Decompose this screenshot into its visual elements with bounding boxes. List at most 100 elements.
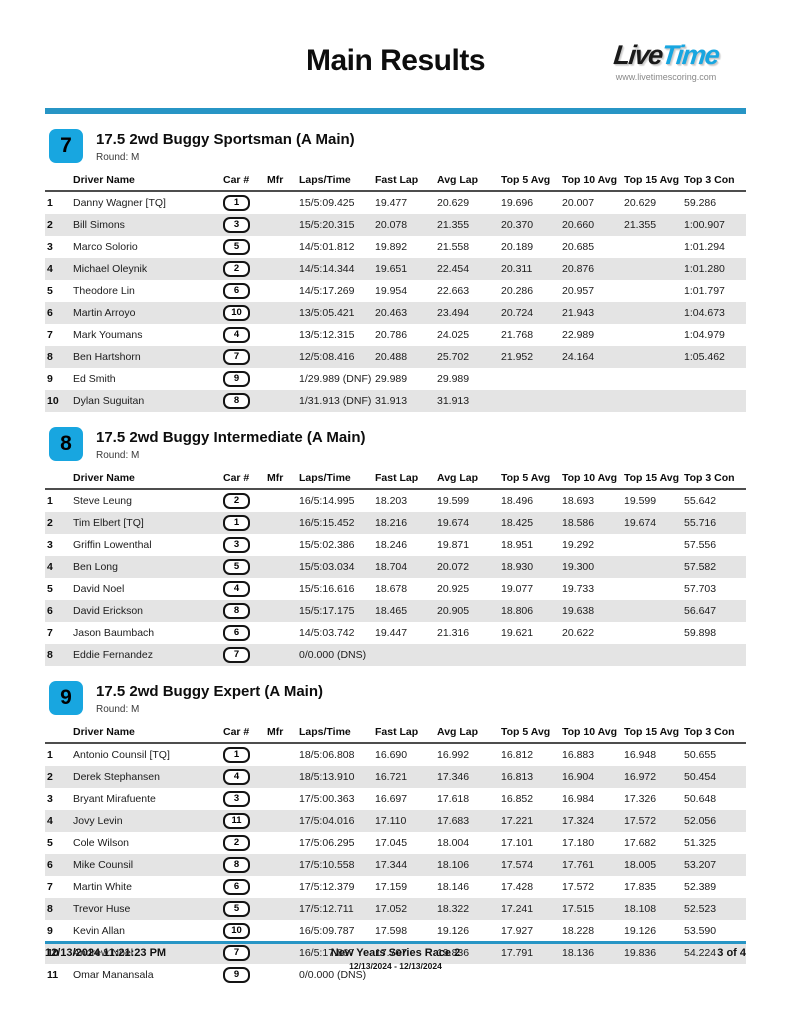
avg-lap-cell: 20.072: [437, 561, 470, 573]
col-header-fast-lap: Fast Lap: [373, 172, 435, 192]
car-number-cell: 8: [221, 600, 265, 622]
top3-con-cell: 52.523: [684, 903, 717, 915]
car-number-badge: 1: [223, 747, 250, 763]
top3-con-cell: 57.556: [684, 539, 717, 551]
position-cell: 7: [47, 329, 53, 341]
driver-name-cell: Steve Leung: [73, 495, 132, 507]
avg-lap-cell: 22.454: [437, 263, 470, 275]
car-number-badge: 6: [223, 283, 250, 299]
table-row: 9 Kevin Allan 10 16/5:09.787 17.598 19.126 17.…: [45, 920, 746, 942]
top3-con-cell: 56.647: [684, 605, 717, 617]
car-number-cell: 7: [221, 346, 265, 368]
avg-lap-cell: 21.316: [437, 627, 470, 639]
laps-time-cell: 13/5:12.315: [299, 329, 355, 341]
top10-avg-cell: 17.572: [562, 881, 595, 893]
livetime-logo-text: LiveTime: [584, 40, 747, 71]
top3-con-cell: [682, 644, 746, 666]
top3-con-cell: 50.648: [684, 793, 717, 805]
avg-lap-cell: [435, 644, 499, 666]
fast-lap-cell: 19.651: [375, 263, 408, 275]
col-header-top10-avg: Top 10 Avg: [560, 470, 622, 490]
avg-lap-cell: 18.322: [437, 903, 470, 915]
mfr-cell: [265, 489, 297, 512]
top3-con-cell: 54.224: [684, 947, 717, 959]
fast-lap-cell: 17.052: [375, 903, 408, 915]
mfr-cell: [265, 214, 297, 236]
top10-avg-cell: 17.324: [562, 815, 595, 827]
top5-avg-cell: 17.927: [501, 925, 534, 937]
top10-avg-cell: 24.164: [562, 351, 595, 363]
driver-name-cell: Antonio Counsil [TQ]: [73, 749, 170, 761]
table-row: 7 Jason Baumbach 6 14/5:03.742 19.447 21.316 1…: [45, 622, 746, 644]
car-number-cell: 6: [221, 876, 265, 898]
car-number-badge: 7: [223, 647, 250, 663]
mfr-cell: [265, 788, 297, 810]
position-cell: 2: [47, 219, 53, 231]
top3-con-cell: 1:05.462: [684, 351, 725, 363]
table-row: 6 Martin Arroyo 10 13/5:05.421 20.463 23.494 2…: [45, 302, 746, 324]
car-number-cell: 5: [221, 556, 265, 578]
logo-time-text: Time: [660, 40, 720, 70]
top10-avg-cell: 18.693: [562, 495, 595, 507]
table-row: 4 Ben Long 5 15/5:03.034 18.704 20.072 18.930 1…: [45, 556, 746, 578]
laps-time-cell: 17/5:00.363: [299, 793, 355, 805]
laps-time-cell: 14/5:14.344: [299, 263, 355, 275]
col-header-top15-avg: Top 15 Avg: [622, 470, 682, 490]
position-cell: 4: [47, 263, 53, 275]
laps-time-cell: 18/5:13.910: [299, 771, 355, 783]
mfr-cell: [265, 390, 297, 412]
top5-avg-cell: 16.852: [501, 793, 534, 805]
laps-time-cell: 16/5:17.867: [299, 947, 355, 959]
car-number-cell: 9: [221, 964, 265, 986]
top3-con-cell: 1:01.294: [684, 241, 725, 253]
table-row: 8 Ben Hartshorn 7 12/5:08.416 20.488 25.702 21…: [45, 346, 746, 368]
driver-name-cell: Jason Baumbach: [73, 627, 155, 639]
laps-time-cell: 16/5:15.452: [299, 517, 355, 529]
top15-avg-cell: [622, 368, 682, 390]
top10-avg-cell: 17.515: [562, 903, 595, 915]
car-number-cell: 10: [221, 920, 265, 942]
car-number-badge: 2: [223, 835, 250, 851]
mfr-cell: [265, 743, 297, 766]
car-number-cell: 11: [221, 810, 265, 832]
top15-avg-cell: 19.674: [624, 517, 657, 529]
position-cell: 3: [47, 539, 53, 551]
fast-lap-cell: 18.203: [375, 495, 408, 507]
top10-avg-cell: 19.300: [562, 561, 595, 573]
col-header-top10-avg: Top 10 Avg: [560, 724, 622, 744]
top10-avg-cell: 17.180: [562, 837, 595, 849]
driver-name-cell: David Erickson: [73, 605, 144, 617]
top5-avg-cell: 19.077: [501, 583, 534, 595]
car-number-cell: 8: [221, 854, 265, 876]
col-header-mfr: Mfr: [265, 172, 297, 192]
laps-time-cell: 15/5:20.315: [299, 219, 355, 231]
top3-con-cell: 53.207: [684, 859, 717, 871]
top10-avg-cell: 20.007: [562, 197, 595, 209]
car-number-cell: 4: [221, 324, 265, 346]
footer-center: New Years Series Race 2 12/13/2024 - 12/…: [264, 947, 527, 971]
footer-datetime: 12/13/2024 11:21:23 PM: [45, 947, 167, 959]
driver-name-cell: Tim Elbert [TQ]: [73, 517, 144, 529]
mfr-cell: [265, 854, 297, 876]
top5-avg-cell: 20.311: [501, 263, 533, 275]
footer-event-name: New Years Series Race 2: [330, 947, 461, 959]
car-number-cell: 7: [221, 644, 265, 666]
top15-avg-cell: [622, 236, 682, 258]
fast-lap-cell: 17.598: [375, 925, 408, 937]
top10-avg-cell: [560, 390, 622, 412]
avg-lap-cell: 29.989: [437, 373, 470, 385]
col-header-fast-lap: Fast Lap: [373, 470, 435, 490]
results-table: Driver Name Car # Mfr Laps/Time Fast Lap Avg …: [45, 172, 746, 412]
driver-name-cell: Ben Long: [73, 561, 118, 573]
driver-name-cell: Danny Wagner [TQ]: [73, 197, 166, 209]
fast-lap-cell: 19.954: [375, 285, 408, 297]
position-cell: 8: [47, 903, 53, 915]
car-number-cell: 5: [221, 236, 265, 258]
position-cell: 6: [47, 307, 53, 319]
top10-avg-cell: 17.761: [562, 859, 595, 871]
top10-avg-cell: 20.957: [562, 285, 595, 297]
laps-time-cell: 17/5:12.711: [299, 903, 354, 915]
top10-avg-cell: 20.622: [562, 627, 595, 639]
table-row: 6 Mike Counsil 8 17/5:10.558 17.344 18.106 17.…: [45, 854, 746, 876]
car-number-cell: 2: [221, 258, 265, 280]
